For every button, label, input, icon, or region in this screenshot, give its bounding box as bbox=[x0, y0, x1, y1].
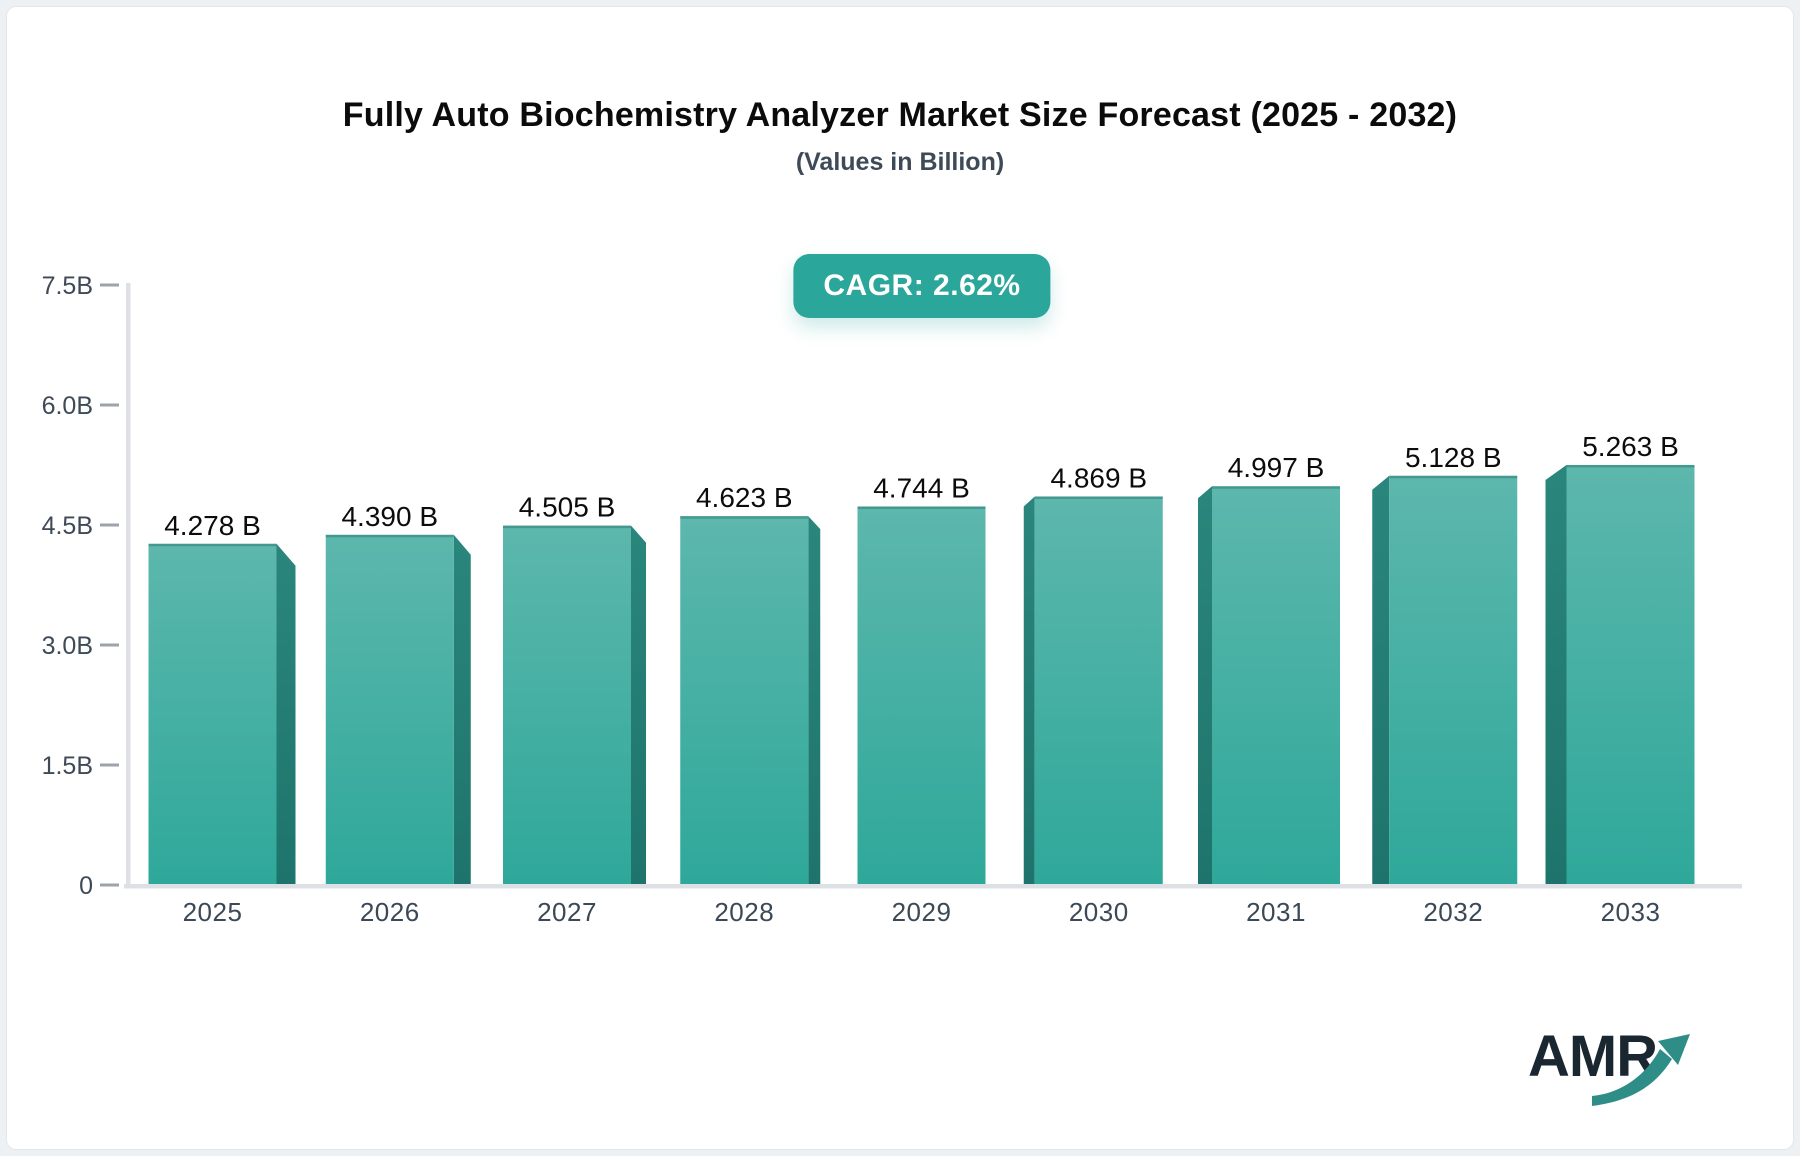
bar-side-face bbox=[276, 543, 296, 886]
x-axis-label-2026: 2026 bbox=[360, 897, 420, 927]
bar-side-face bbox=[1545, 464, 1567, 886]
bar-2033 bbox=[1566, 464, 1695, 886]
bar-2027 bbox=[503, 525, 631, 886]
y-axis-line bbox=[126, 283, 131, 888]
bar-top-edge bbox=[1034, 496, 1163, 499]
bar-side-face bbox=[453, 534, 471, 886]
bar-value-label: 4.278 B bbox=[164, 510, 261, 541]
x-axis-label-2028: 2028 bbox=[714, 897, 774, 927]
bar-value-label: 4.390 B bbox=[341, 501, 438, 532]
y-tick-label-0: 0 bbox=[79, 872, 93, 900]
bar-top-edge bbox=[1566, 464, 1695, 468]
growth-arrow-icon bbox=[1592, 1034, 1690, 1106]
bar-value-label: 4.869 B bbox=[1050, 462, 1147, 493]
y-tick-mark bbox=[100, 643, 119, 647]
y-tick-mark bbox=[100, 403, 119, 407]
y-tick-mark bbox=[100, 283, 119, 287]
x-axis-label-2027: 2027 bbox=[537, 897, 597, 927]
amr-logo-text: AMR bbox=[1528, 1024, 1658, 1089]
y-tick-label-1.5B: 1.5B bbox=[42, 752, 93, 780]
bar-value-label: 4.997 B bbox=[1228, 452, 1325, 483]
cagr-badge: CAGR: 2.62% bbox=[793, 254, 1051, 318]
bar-top-edge bbox=[325, 534, 454, 538]
x-axis-label-2032: 2032 bbox=[1423, 897, 1483, 927]
bar-value-label: 5.263 B bbox=[1582, 431, 1679, 462]
y-tick-label-3.0B: 3.0B bbox=[42, 632, 93, 660]
bar-side-face bbox=[1372, 475, 1390, 886]
bar-top-edge bbox=[148, 543, 277, 547]
bar-2028 bbox=[680, 516, 809, 886]
bar-2032 bbox=[1389, 475, 1518, 886]
y-tick-label-6.0B: 6.0B bbox=[42, 392, 93, 420]
bar-side-face bbox=[1198, 486, 1212, 886]
bar-2030 bbox=[1034, 496, 1163, 886]
bar-value-label: 4.744 B bbox=[873, 472, 970, 503]
bar-top-edge bbox=[680, 516, 809, 519]
y-tick-mark bbox=[100, 523, 119, 527]
y-tick-label-7.5B: 7.5B bbox=[42, 272, 93, 300]
x-axis-label-2029: 2029 bbox=[892, 897, 952, 927]
x-axis-label-2031: 2031 bbox=[1246, 897, 1306, 927]
bar-side-face bbox=[808, 516, 821, 886]
chart-title: Fully Auto Biochemistry Analyzer Market … bbox=[342, 96, 1458, 134]
x-axis-line bbox=[124, 884, 1742, 889]
x-axis-label-2033: 2033 bbox=[1601, 897, 1661, 927]
bar-side-face bbox=[1023, 496, 1035, 886]
y-tick-mark bbox=[100, 763, 119, 767]
x-axis-label-2025: 2025 bbox=[183, 897, 243, 927]
bar-2026 bbox=[325, 534, 454, 886]
bar-value-label: 5.128 B bbox=[1405, 442, 1502, 473]
x-axis-label-2030: 2030 bbox=[1069, 897, 1129, 927]
y-tick-label-4.5B: 4.5B bbox=[42, 512, 93, 540]
y-tick-mark bbox=[100, 883, 119, 887]
chart-subtitle: (Values in Billion) bbox=[795, 148, 1005, 176]
bar-2031 bbox=[1212, 486, 1340, 886]
bar-2029 bbox=[857, 506, 986, 886]
bar-top-edge bbox=[857, 506, 986, 509]
bar-top-edge bbox=[1212, 486, 1340, 489]
bar-value-label: 4.505 B bbox=[519, 492, 616, 523]
bar-top-edge bbox=[503, 525, 631, 529]
bar-value-label: 4.623 B bbox=[696, 482, 793, 513]
bar-side-face bbox=[631, 525, 646, 886]
bar-2025 bbox=[148, 543, 277, 886]
bar-top-edge bbox=[1389, 475, 1518, 479]
amr-logo: AMR bbox=[1528, 1028, 1718, 1118]
